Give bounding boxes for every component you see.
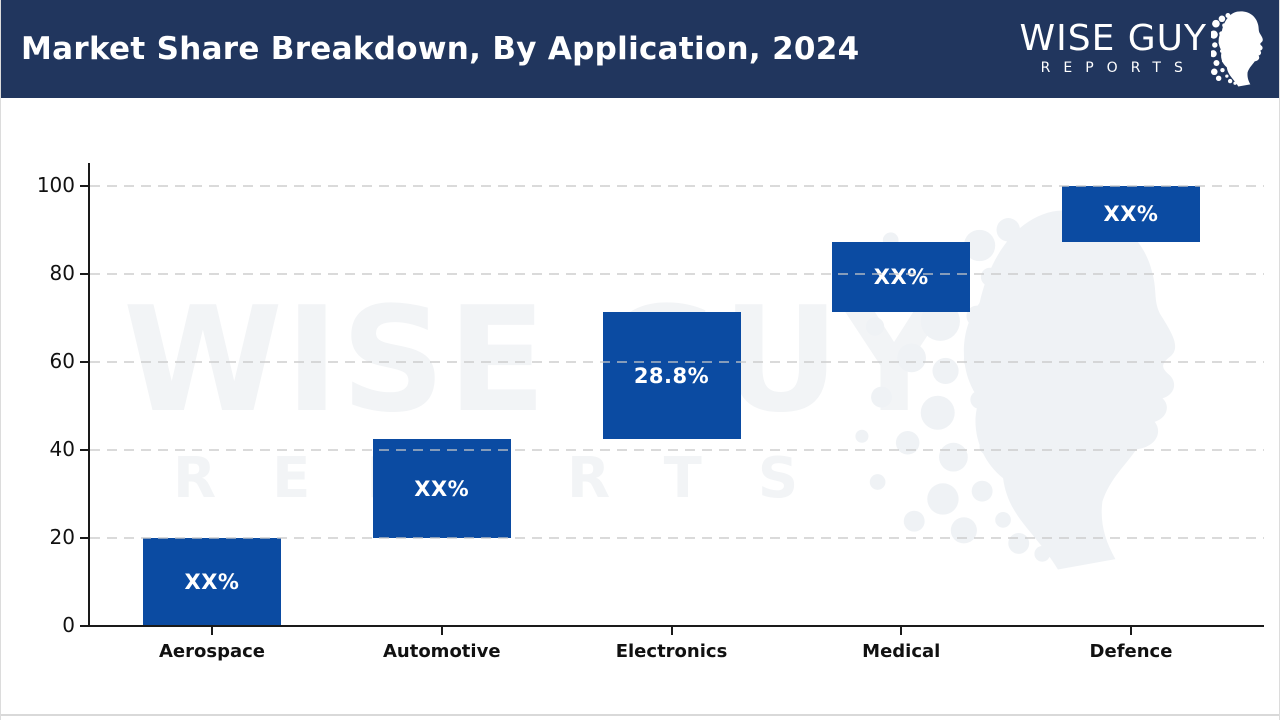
x-axis-line: [88, 625, 1264, 627]
gridline-100: [90, 185, 1264, 187]
y-axis-tick: [80, 625, 89, 627]
x-category-label: Automotive: [382, 641, 501, 662]
watermark-wordmark: WISE GUY: [123, 276, 949, 445]
wiseguy-logo-text: WISE GUY REPORTS: [1020, 20, 1208, 76]
y-axis-line: [88, 163, 90, 627]
y-tick-label: 80: [49, 261, 75, 285]
bar-value-label: XX%: [414, 476, 470, 501]
x-category-label: Medical: [862, 641, 941, 662]
header-band: Market Share Breakdown, By Application, …: [1, 0, 1279, 98]
bottom-border-line: [1, 714, 1279, 716]
bar-value-label: XX%: [1103, 202, 1159, 227]
bar-defence: XX%: [1062, 186, 1200, 243]
bar-value-label: XX%: [184, 570, 240, 594]
y-tick-label: 20: [49, 525, 75, 549]
bar-electronics: 28.8%: [602, 312, 741, 439]
gridline-80: [90, 273, 1264, 275]
logo-wordmark: WISE GUY: [1019, 18, 1207, 60]
bar-value-label: XX%: [873, 265, 929, 290]
y-tick-label: 100: [36, 173, 75, 197]
y-axis-tick: [80, 361, 89, 363]
y-tick-label: 60: [49, 349, 75, 373]
gridline-20: [90, 537, 1264, 539]
bar-aerospace: XX%: [143, 538, 281, 626]
x-axis-tick: [211, 627, 213, 635]
y-axis-tick: [80, 185, 89, 187]
chart-title: Market Share Breakdown, By Application, …: [21, 31, 860, 67]
bar-value-label: 28.8%: [633, 363, 710, 388]
x-axis-tick: [900, 627, 903, 635]
gridline-40: [90, 449, 1264, 451]
wiseguy-face-logo-icon: [1211, 11, 1263, 87]
gridline-60: [90, 361, 1264, 363]
bar-automotive: XX%: [372, 439, 511, 538]
x-axis-tick: [1130, 627, 1132, 635]
x-axis-tick: [670, 627, 673, 635]
y-tick-label: 40: [49, 437, 75, 461]
x-category-label: Defence: [1089, 641, 1173, 662]
y-tick-label: 0: [62, 613, 75, 637]
y-axis-tick: [80, 449, 89, 451]
y-axis-tick: [80, 273, 89, 275]
x-category-label: Aerospace: [158, 641, 265, 662]
bar-medical: XX%: [832, 242, 971, 313]
x-category-label: Electronics: [615, 641, 728, 662]
logo-subtitle: REPORTS: [1040, 59, 1196, 76]
x-axis-tick: [440, 627, 443, 635]
y-axis-tick: [80, 537, 89, 539]
wiseguy-logo: WISE GUY REPORTS: [1020, 6, 1268, 90]
